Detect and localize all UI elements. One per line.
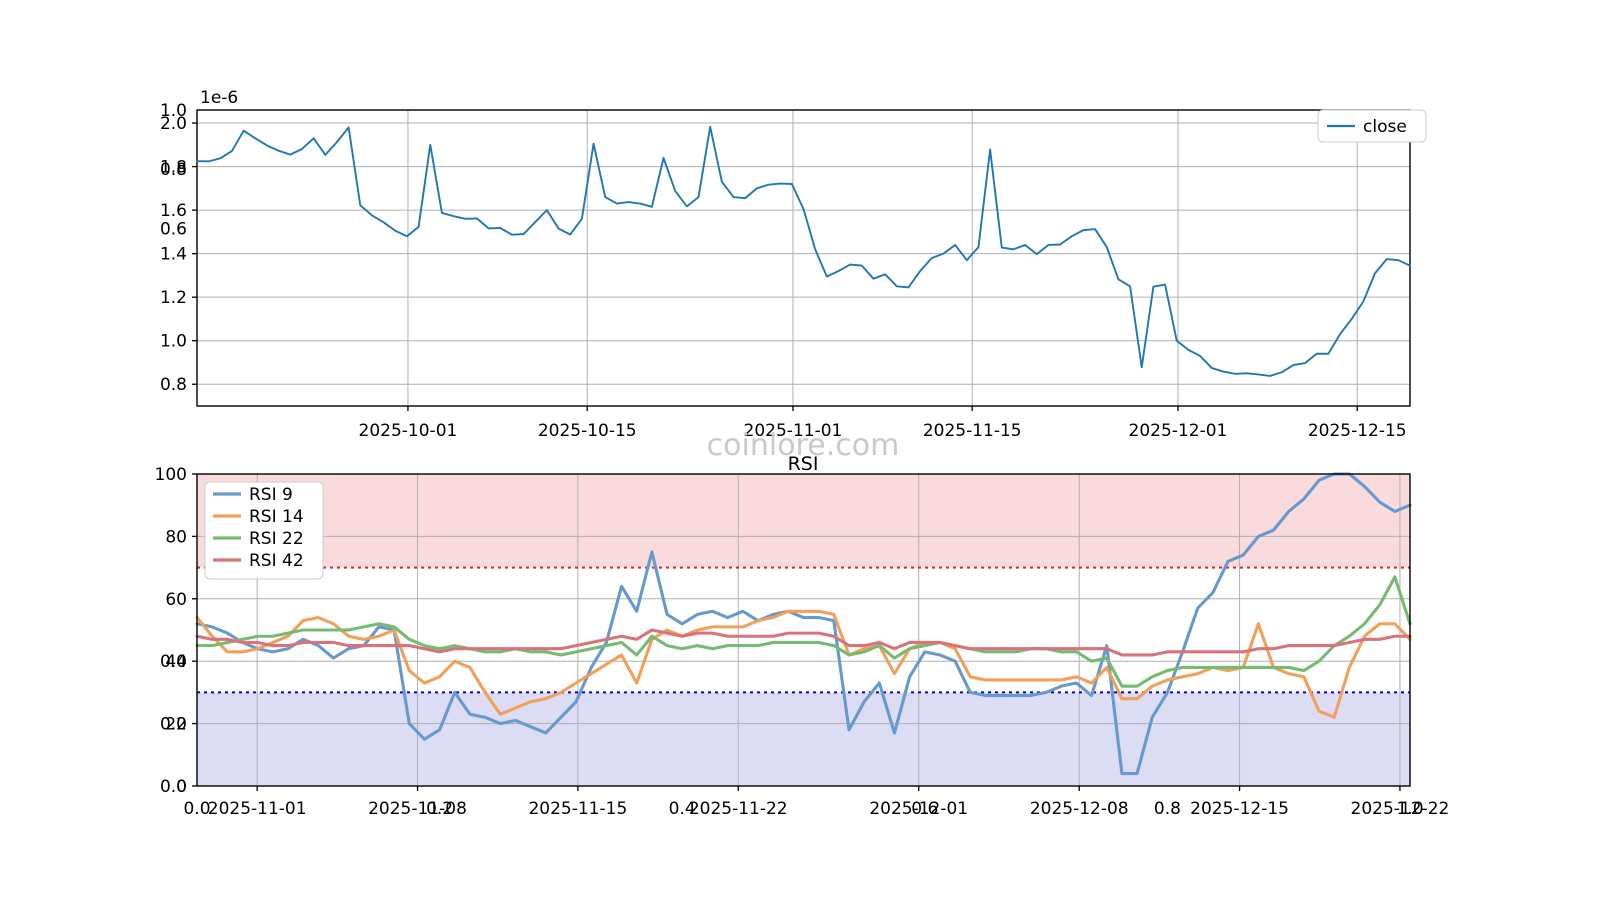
rsi-series-rsi-22 [195, 575, 1412, 688]
rsi-legend-entry-3[interactable]: RSI 42 [213, 551, 304, 571]
rsi-ghost-y-tick-label: 0.2 [160, 715, 187, 735]
price-tick-marks [192, 122, 1358, 411]
price-y-tick-labels: 2.0 1.8 1.6 1.4 1.2 1.0 0.8 [160, 114, 187, 395]
rsi-x-tick-label: 2025-12-01 [869, 799, 968, 819]
rsi-y-tick-label: 80 [165, 527, 187, 547]
price-y-tick-label: 1.6 [160, 201, 187, 221]
rsi-legend[interactable]: RSI 9 RSI 14 RSI 22 RSI 42 [204, 481, 324, 580]
rsi-x-tick-labels: 2025-11-01 2025-11-08 2025-11-15 2025-11-22… [208, 799, 1450, 819]
rsi-series-rsi-9 [195, 472, 1412, 776]
rsi-x-tick-label: 2025-12-15 [1190, 799, 1289, 819]
rsi-y-tick-label: 100 [155, 465, 187, 485]
price-x-tick-label: 2025-12-15 [1308, 421, 1407, 441]
price-legend[interactable]: close [1317, 109, 1427, 143]
rsi-series-group [195, 472, 1412, 776]
rsi-oversold-band [197, 692, 1410, 786]
price-x-tick-label: 2025-12-01 [1129, 421, 1228, 441]
rsi-ghost-x-tick-label: 1.0 [1396, 799, 1423, 819]
rsi-ghost-x-tick-label: 0.6 [911, 799, 938, 819]
rsi-x-tick-label: 2025-11-01 [208, 799, 307, 819]
rsi-legend-entry-1[interactable]: RSI 14 [213, 507, 304, 527]
price-legend-box [1317, 109, 1427, 143]
price-series-group [196, 125, 1411, 377]
rsi-ghost-y-tick-label: 0.4 [160, 652, 187, 672]
rsi-ghost-x-tick-label: 0.0 [183, 799, 210, 819]
price-y-tick-label: 1.2 [160, 288, 187, 308]
rsi-overbought-band [197, 474, 1410, 568]
rsi-x-tick-label: 2025-11-08 [368, 799, 467, 819]
price-ghost-y-tick-label: 0.6 [160, 219, 187, 239]
price-plot-frame [196, 109, 1411, 407]
rsi-series-rsi-42 [195, 628, 1412, 657]
rsi-series-rsi-14 [195, 609, 1412, 719]
price-ghost-y-tick-label: 0.8 [160, 160, 187, 180]
rsi-y-tick-labels: 100 80 60 40 20 0 [155, 465, 187, 797]
rsi-legend-label-rsi-22: RSI 22 [249, 529, 304, 549]
price-x-tick-label: 2025-10-01 [359, 421, 458, 441]
rsi-legend-entry-0[interactable]: RSI 9 [213, 485, 293, 505]
rsi-x-tick-label: 2025-12-08 [1030, 799, 1129, 819]
price-x-tick-labels: 2025-10-01 2025-10-15 2025-11-01 2025-11-15… [359, 421, 1407, 441]
rsi-plot-frame [196, 473, 1411, 787]
price-axis-offset-label: 1e-6 [200, 88, 238, 108]
price-panel: 2.0 1.8 1.6 1.4 1.2 1.0 0.8 1.0 0.8 0.6 2025-10-… [160, 88, 1427, 441]
price-x-tick-label: 2025-11-15 [923, 421, 1022, 441]
rsi-ghost-x-tick-label: 0.8 [1154, 799, 1181, 819]
rsi-legend-label-rsi-9: RSI 9 [249, 485, 293, 505]
rsi-x-tick-label: 2025-12-22 [1351, 799, 1450, 819]
rsi-y-tick-label: 60 [165, 590, 187, 610]
rsi-ghost-y-tick-label: 0.0 [160, 777, 187, 797]
watermark-coinlore: coinlore.com [707, 428, 900, 463]
price-x-tick-label: 2025-10-15 [538, 421, 637, 441]
rsi-panel-title: RSI [788, 453, 819, 475]
rsi-ghost-x-tick-labels: 0.0 0.2 0.4 0.6 0.8 1.0 [183, 799, 1423, 819]
price-y-tick-label: 1.4 [160, 245, 187, 265]
price-legend-label-close: close [1363, 117, 1407, 137]
rsi-y-tick-label: 20 [165, 715, 187, 735]
price-y-tick-label: 1.8 [160, 158, 187, 178]
rsi-tick-marks [192, 473, 1401, 791]
rsi-ghost-y-tick-labels: 0.4 0.2 0.0 [160, 652, 187, 797]
rsi-y-tick-label: 40 [165, 652, 187, 672]
rsi-legend-label-rsi-14: RSI 14 [249, 507, 304, 527]
price-y-tick-label: 1.0 [160, 332, 187, 352]
rsi-ghost-x-tick-label: 0.2 [426, 799, 453, 819]
rsi-y-tick-label: 0 [176, 777, 187, 797]
price-y-tick-label: 0.8 [160, 375, 187, 395]
price-ghost-y-tick-labels: 1.0 0.8 0.6 [160, 101, 187, 239]
price-y-tick-label: 2.0 [160, 114, 187, 134]
price-x-tick-label: 2025-11-01 [744, 421, 843, 441]
rsi-x-tick-label: 2025-11-22 [689, 799, 788, 819]
rsi-ghost-x-tick-label: 0.4 [669, 799, 696, 819]
price-ghost-y-tick-label: 1.0 [160, 101, 187, 121]
rsi-legend-entry-2[interactable]: RSI 22 [213, 529, 304, 549]
rsi-legend-box [204, 481, 324, 580]
rsi-x-tick-label: 2025-11-15 [528, 799, 627, 819]
rsi-legend-label-rsi-42: RSI 42 [249, 551, 304, 571]
price-series-close [196, 125, 1411, 377]
